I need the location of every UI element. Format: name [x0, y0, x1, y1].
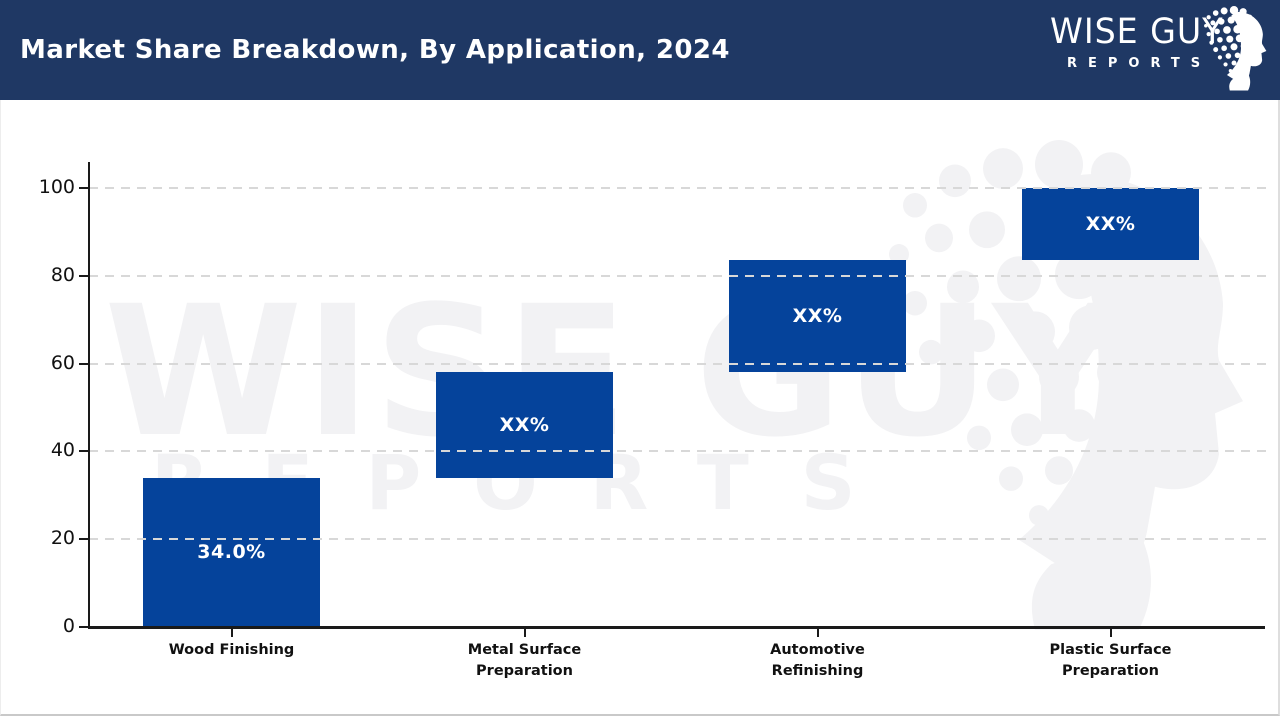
x-axis-line	[88, 626, 1265, 629]
y-tick-label-0: 0	[62, 615, 75, 637]
y-tick-20	[79, 538, 88, 541]
y-tick-label-20: 20	[50, 527, 75, 550]
y-tick-label-80: 80	[50, 263, 75, 286]
bar-value-label-3: XX%	[792, 305, 843, 328]
y-tick-100	[79, 187, 88, 189]
bar-value-label-1: 34.0%	[197, 541, 266, 564]
x-tick-3	[816, 629, 819, 637]
y-tick-label-40: 40	[50, 439, 75, 462]
y-tick-label-60: 60	[50, 351, 75, 374]
x-tick-4	[1109, 629, 1112, 637]
bar-value-label-2: XX%	[499, 414, 550, 437]
bar-3: XX%	[729, 260, 906, 373]
category-label-2: Metal Surface Preparation	[467, 642, 582, 679]
y-tick-label-100: 100	[38, 176, 75, 198]
logo-text-wise-guy: WISE GUY	[1050, 12, 1224, 52]
gridline-20	[89, 538, 1271, 541]
category-label-1: Wood Finishing	[168, 642, 295, 658]
chart-area: WISE GUY REPORTS 0 20 40 60 80 100 34.0% XX% XX%…	[0, 100, 1280, 716]
chart-title: Market Share Breakdown, By Application, …	[20, 35, 730, 65]
bar-1: 34.0%	[143, 477, 320, 627]
header-band: Market Share Breakdown, By Application, …	[0, 0, 1280, 100]
y-tick-80	[79, 274, 88, 277]
logo-text-reports: REPORTS	[1067, 56, 1212, 71]
gridline-100	[89, 187, 1271, 189]
x-tick-1	[230, 629, 233, 637]
logo-dotted-face-icon	[1204, 6, 1267, 91]
gridline-40	[89, 450, 1271, 453]
y-tick-0	[79, 626, 88, 628]
y-tick-40	[79, 450, 88, 453]
wise-guy-reports-logo: WISE GUY REPORTS	[1014, 0, 1274, 100]
watermark-text-wise-guy: WISE GUY	[104, 268, 1126, 477]
y-tick-60	[79, 362, 88, 365]
category-label-4: Plastic Surface Preparation	[1049, 642, 1172, 679]
x-tick-2	[523, 629, 526, 637]
y-axis-line	[88, 162, 90, 629]
bar-4: XX%	[1022, 188, 1199, 261]
gridline-60	[89, 362, 1271, 365]
bar-value-label-4: XX%	[1085, 213, 1136, 236]
bar-2: XX%	[436, 372, 613, 478]
category-label-3: Automotive Refinishing	[770, 642, 865, 679]
gridline-80	[89, 274, 1271, 277]
